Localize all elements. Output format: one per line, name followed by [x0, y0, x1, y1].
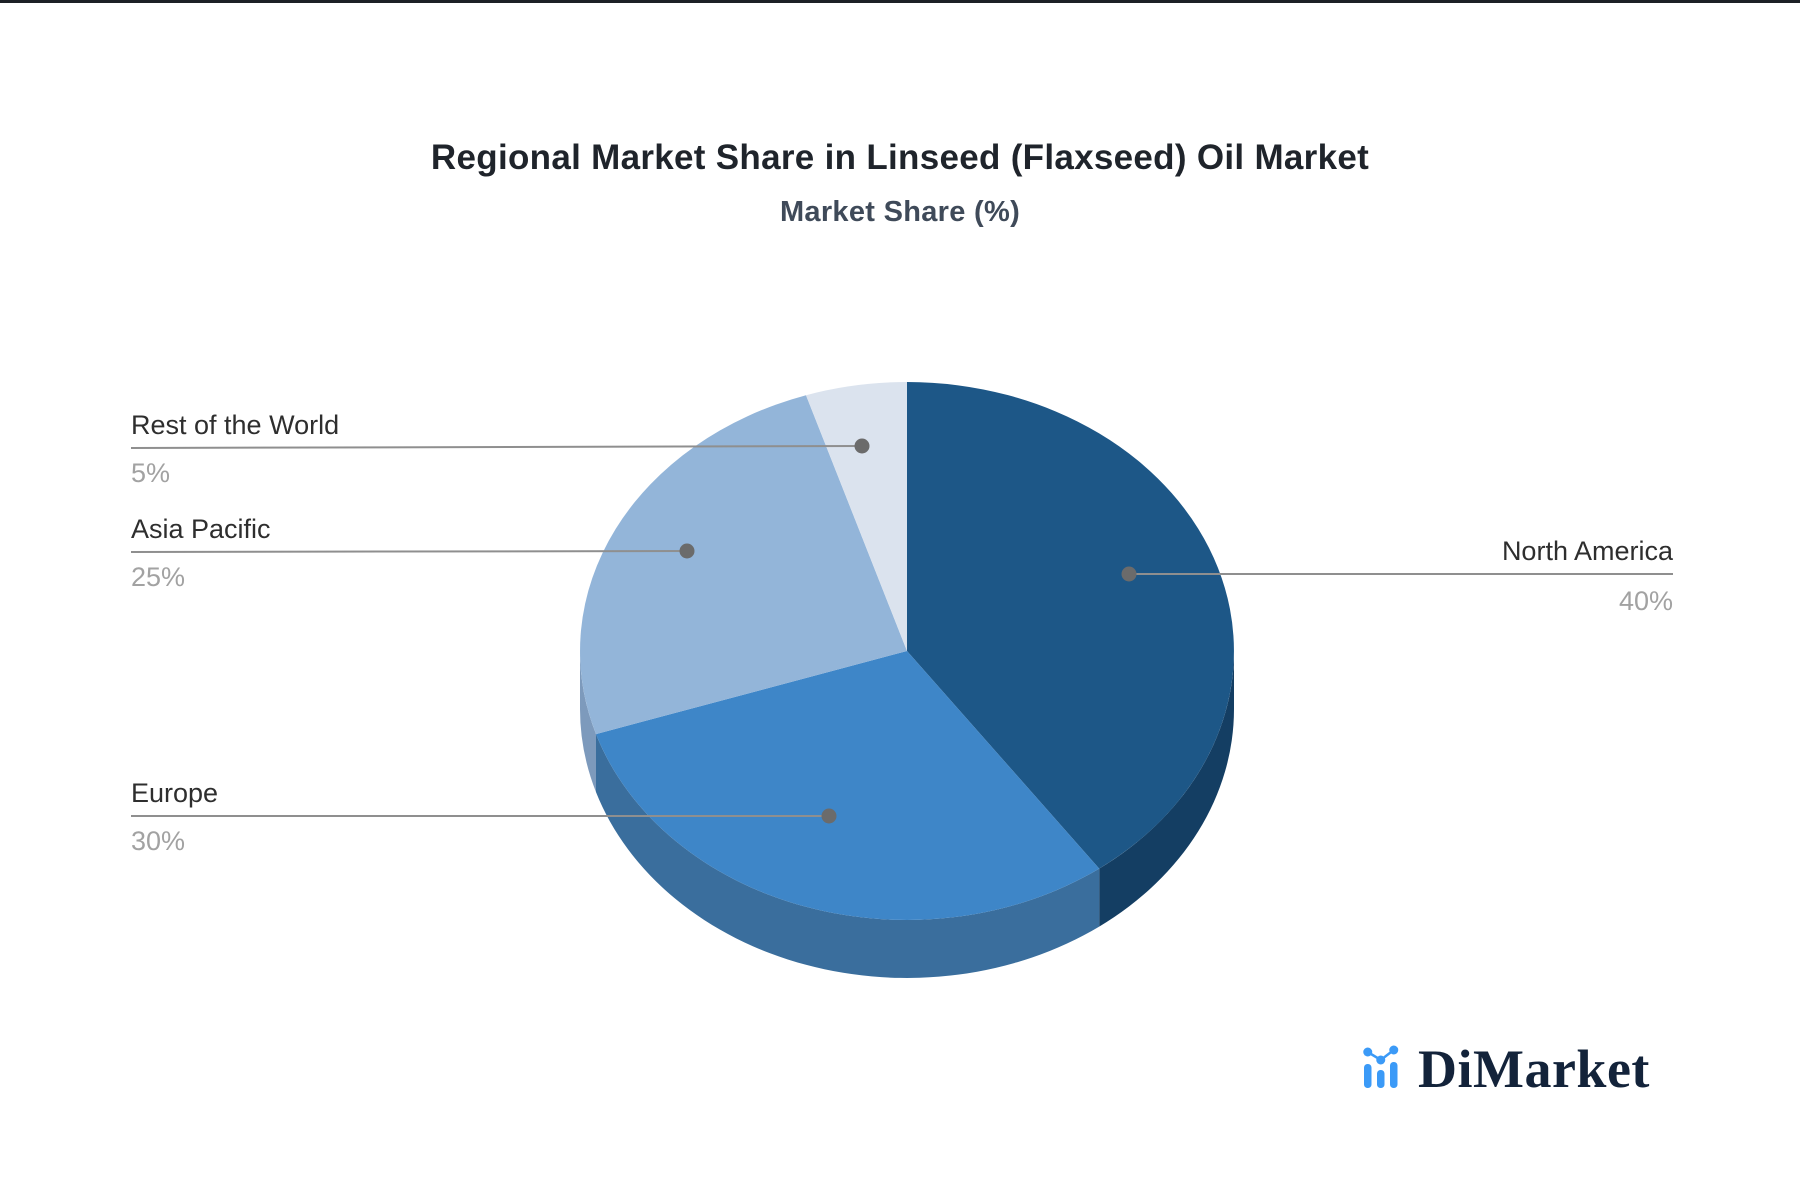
leader-line-asia-pacific — [130, 550, 688, 553]
chart-title: Regional Market Share in Linseed (Flaxse… — [430, 138, 1370, 177]
slice-rest-of-the-world[interactable] — [806, 382, 907, 651]
label-rest-of-the-world: Rest of the World — [131, 410, 340, 440]
leader-dot-asia-pacific — [679, 543, 695, 559]
pct-north-america: 40% — [1618, 586, 1673, 616]
slice-asia-pacific[interactable] — [580, 395, 907, 735]
slice-asia-pacific-side — [580, 651, 596, 793]
slice-europe-side — [596, 734, 1100, 978]
bar-line-chart-logo-icon — [1363, 1045, 1399, 1088]
pct-europe: 30% — [131, 826, 186, 856]
label-asia-pacific: Asia Pacific — [131, 514, 271, 544]
window-top-edge — [0, 0, 1800, 3]
slice-europe[interactable] — [596, 651, 1100, 920]
slice-north-america[interactable] — [907, 382, 1234, 869]
brand-name: DiMarket — [1418, 1039, 1650, 1099]
pct-rest-of-the-world: 5% — [131, 458, 171, 488]
leader-line-rest-of-the-world — [130, 445, 863, 449]
label-europe: Europe — [131, 778, 219, 808]
slice-north-america-side — [1099, 651, 1234, 927]
label-north-america: North America — [1501, 536, 1673, 566]
leader-dot-europe — [821, 808, 837, 824]
leader-dot-rest-of-the-world — [854, 438, 870, 454]
leader-dot-north-america — [1121, 566, 1137, 582]
chart-subtitle: Market Share (%) — [779, 196, 1021, 228]
pct-asia-pacific: 25% — [131, 562, 186, 592]
